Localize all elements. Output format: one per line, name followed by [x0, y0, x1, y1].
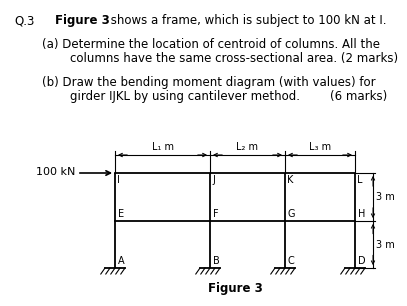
Text: A: A [118, 256, 125, 266]
Text: K: K [287, 175, 293, 185]
Text: L₃ m: L₃ m [309, 142, 331, 152]
Text: 100 kN: 100 kN [36, 167, 75, 177]
Text: (b) Draw the bending moment diagram (with values) for: (b) Draw the bending moment diagram (wit… [42, 76, 376, 89]
Text: G: G [288, 209, 295, 219]
Text: D: D [358, 256, 365, 266]
Text: L: L [357, 175, 363, 185]
Text: 3 m: 3 m [376, 240, 395, 249]
Text: C: C [288, 256, 295, 266]
Text: J: J [212, 175, 215, 185]
Text: Q.3: Q.3 [14, 14, 34, 27]
Text: L₂ m: L₂ m [236, 142, 258, 152]
Text: (a) Determine the location of centroid of columns. All the: (a) Determine the location of centroid o… [42, 38, 380, 51]
Text: B: B [213, 256, 220, 266]
Text: 3 m: 3 m [376, 192, 395, 202]
Text: Figure 3: Figure 3 [55, 14, 110, 27]
Text: Figure 3: Figure 3 [208, 282, 263, 295]
Text: columns have the same cross-sectional area. (2 marks): columns have the same cross-sectional ar… [55, 52, 398, 65]
Text: H: H [358, 209, 365, 219]
Text: L₁ m: L₁ m [151, 142, 173, 152]
Text: shows a frame, which is subject to 100 kN at I.: shows a frame, which is subject to 100 k… [107, 14, 387, 27]
Text: I: I [117, 175, 120, 185]
Text: E: E [118, 209, 124, 219]
Text: F: F [213, 209, 219, 219]
Text: girder IJKL by using cantilever method.        (6 marks): girder IJKL by using cantilever method. … [55, 90, 387, 103]
